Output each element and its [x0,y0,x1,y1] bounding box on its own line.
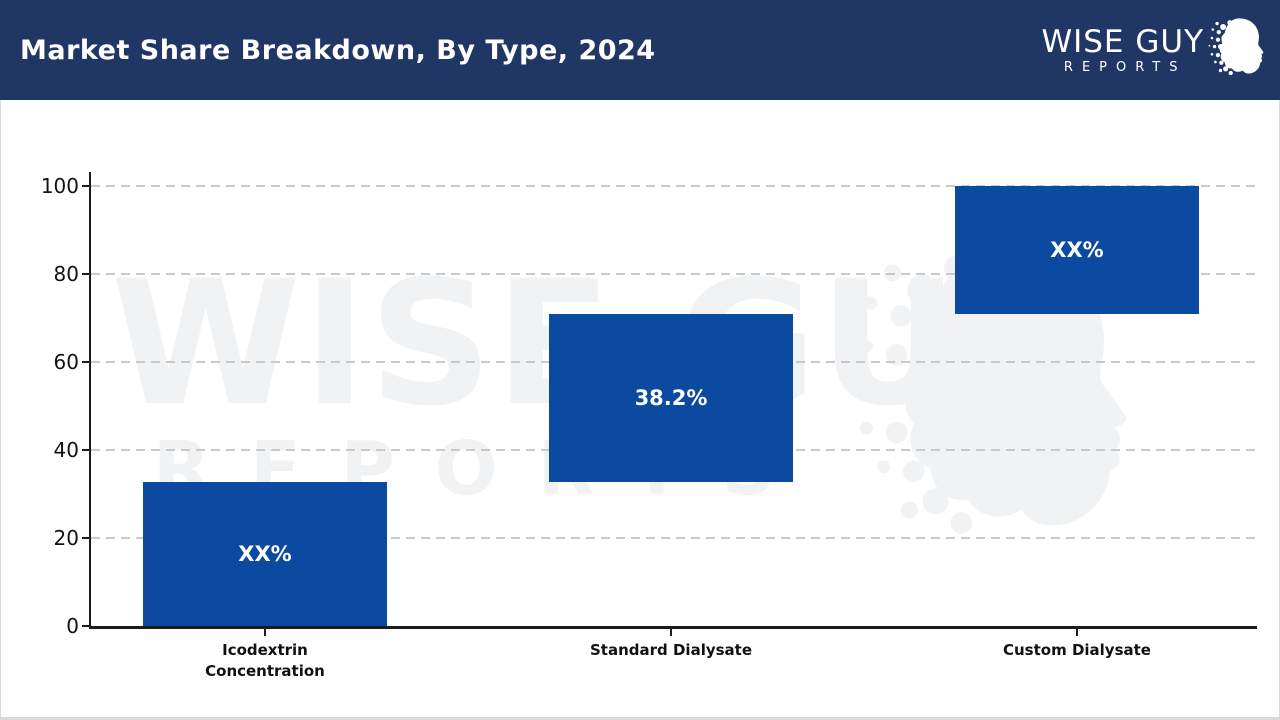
x-tick-mark [670,629,672,636]
x-axis-line [89,626,1257,629]
y-tick-mark [82,185,91,187]
y-tick-mark [82,537,91,539]
gridline [91,273,1257,275]
chart-canvas: WISE GUY REPORTS 0 20 40 60 80 100 XX% Icodextr… [0,100,1280,720]
y-tick-label: 100 [40,174,79,198]
wise-guy-logo: WISE GUY REPORTS [1041,5,1270,95]
y-tick-mark [82,361,91,363]
y-tick-mark [82,449,91,451]
bar-value-label: XX% [1050,237,1104,262]
bar: XX% [143,481,387,626]
y-tick-mark [82,273,91,275]
bar: XX% [955,186,1199,314]
logo-wordmark: WISE GUY [1041,23,1204,60]
bottom-divider [0,717,1280,720]
y-tick-label: 0 [66,614,79,638]
x-tick-label: Custom Dialysate [1003,641,1151,659]
page-title: Market Share Breakdown, By Type, 2024 [20,34,656,66]
x-tick-label: Icodextrin Concentration [205,641,325,680]
x-tick-mark [1076,629,1078,636]
x-tick-label: Standard Dialysate [589,641,753,659]
logo-subtitle: REPORTS [1063,60,1187,76]
header-bar: Market Share Breakdown, By Type, 2024 WI… [0,0,1280,100]
y-tick-label: 80 [53,262,79,286]
bar: 38.2% [549,313,793,482]
gridline [91,185,1257,187]
x-tick-mark [264,629,266,636]
y-tick-label: 20 [53,526,79,550]
y-tick-label: 60 [53,350,79,374]
plot-region: 0 20 40 60 80 100 XX% Icodextrin Concentration 3… [1,100,1279,720]
y-tick-label: 40 [53,438,79,462]
bar-value-label: XX% [238,541,292,566]
logo-head-icon [1208,18,1264,76]
gridline [91,537,1257,539]
y-axis-line [89,172,91,629]
logo-text: WISE GUY REPORTS [1041,25,1204,75]
y-tick-mark [82,625,91,627]
bar-value-label: 38.2% [634,385,708,410]
